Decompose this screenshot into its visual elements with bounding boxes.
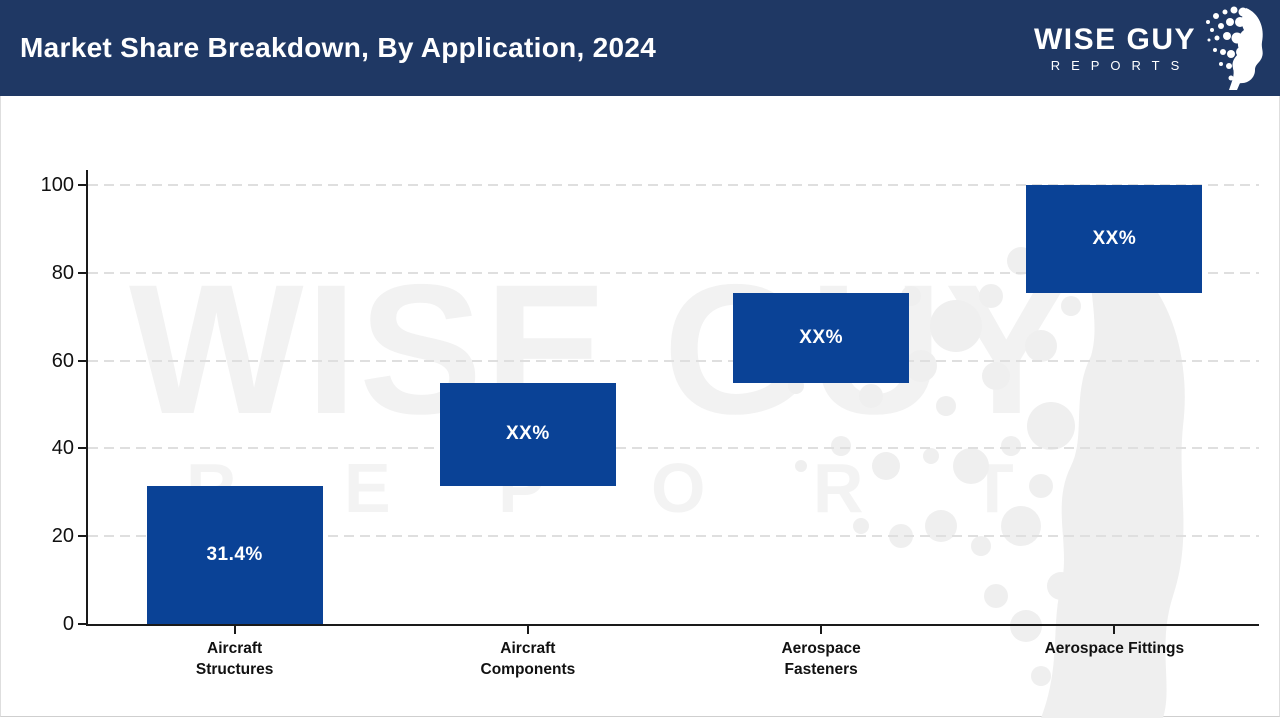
x-axis-category-label: Aerospace Fittings [1044, 640, 1185, 657]
logo-wordmark: WISE GUY [1033, 22, 1196, 56]
y-axis-tick [78, 359, 86, 362]
wise-guy-reports-logo: WISE GUY REPORTS [1034, 0, 1266, 96]
bar-aerospace-fittings: XX% [1026, 185, 1203, 293]
y-axis-tick-label: 0 [62, 613, 74, 635]
header: Market Share Breakdown, By Application, … [0, 0, 1280, 96]
bar-aircraft-components: XX% [439, 382, 616, 487]
bar-value-label: XX% [506, 423, 550, 445]
logo-subtitle: REPORTS [1050, 57, 1191, 73]
bar-value-label: 31.4% [206, 544, 263, 566]
y-axis-tick-label: 60 [51, 349, 74, 372]
x-axis-tick [233, 626, 236, 634]
y-axis-tick-label: 80 [51, 261, 74, 284]
bar-aerospace-fasteners: XX% [733, 292, 910, 383]
gridline [88, 359, 1259, 362]
x-axis-tick [820, 626, 823, 634]
page-title: Market Share Breakdown, By Application, … [20, 32, 657, 63]
plot-area: 0 20 40 60 80 100 31.4% Aircraft Structures XX% Ai… [41, 170, 1259, 678]
y-axis-tick-label: 40 [51, 437, 74, 460]
y-axis-tick [78, 184, 86, 186]
gridline [88, 184, 1259, 186]
x-axis-tick [526, 626, 529, 634]
y-axis-tick-label: 100 [40, 174, 74, 196]
bar-value-label: XX% [799, 326, 843, 348]
watermark-subtitle: R E P O R T S [186, 449, 1212, 527]
gridline [88, 447, 1259, 450]
gridline [88, 535, 1259, 538]
x-axis-category-label: Aircraft Structures [195, 640, 274, 679]
y-axis-tick [78, 447, 86, 450]
bar-value-label: XX% [1092, 227, 1137, 249]
x-axis-category-label: Aircraft Components [480, 640, 576, 679]
x-axis-tick [1113, 626, 1116, 634]
y-axis-tick [78, 623, 86, 625]
logo-face-icon [1206, 6, 1263, 90]
x-axis-category-label: Aerospace Fasteners [781, 640, 861, 679]
y-axis-tick [78, 535, 86, 538]
chart-panel: WISE GUY R E P O R T S 0 20 40 60 80 100 31.4%… [0, 96, 1280, 718]
y-axis-tick-label: 20 [51, 525, 74, 548]
bar-aircraft-structures: 31.4% [146, 486, 323, 624]
y-axis-tick [78, 271, 86, 274]
gridline [88, 271, 1259, 274]
